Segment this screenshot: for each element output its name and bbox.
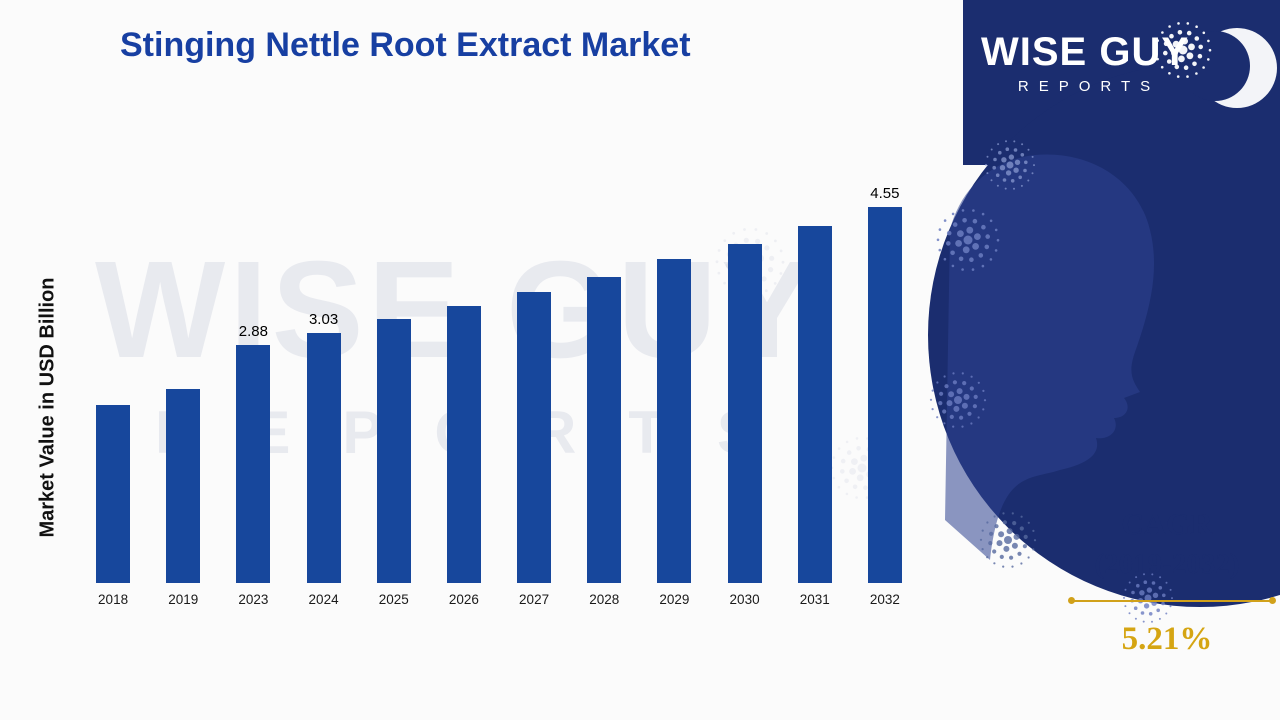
bar-slot [639,237,709,583]
x-tick-2031: 2031 [799,592,830,607]
bar-2023 [236,345,271,583]
bar-slot [429,284,499,583]
cagr-underline [1058,597,1276,605]
cagr-value: 5.21% [1121,621,1213,657]
bar-slot [78,383,148,583]
bar-slot [569,255,639,583]
x-tick-2026: 2026 [448,592,479,607]
bar-2024 [306,333,341,583]
bar-slot: 4.55 [850,185,920,583]
bar-2032 [867,207,902,583]
bar-value-label: 2.88 [238,323,268,340]
x-tick-2023: 2023 [238,592,269,607]
bar-2031 [797,226,832,583]
x-tick-2024: 2024 [308,592,339,607]
x-tick-2030: 2030 [729,592,760,607]
bar-2019 [166,389,201,583]
x-tick-2018: 2018 [98,592,129,607]
bar-slot: 2.88 [218,323,288,583]
x-axis-labels: 2018 2019 2023 2024 2025 2026 2027 2028 2029 2030… [78,592,920,607]
bar-slot [148,367,218,583]
x-tick-2028: 2028 [589,592,620,607]
cagr-underline-left-dot [1068,597,1075,604]
bar-slot [709,222,779,583]
page-title: Stinging Nettle Root Extract Market [120,26,691,64]
bar-2030 [727,244,762,583]
cagr-underline-rule [1072,600,1274,602]
bar-slot [780,204,850,583]
x-tick-2019: 2019 [168,592,199,607]
bar-slot: 3.03 [288,311,358,583]
logo-wiseguy-text: WISE GUY [980,30,1190,74]
y-axis-label: Market Value in USD Billion [36,277,59,538]
bar-2029 [657,259,692,583]
logo-reports-text: REPORTS [1017,78,1161,95]
bar-slot [359,297,429,583]
bar-2018 [96,405,131,583]
x-tick-2025: 2025 [378,592,409,607]
bar-slot [499,270,569,583]
bar-value-label: 3.03 [308,311,339,328]
bar-2028 [587,277,622,583]
bar-2025 [376,319,411,583]
x-tick-2027: 2027 [519,592,550,607]
bar-2026 [446,306,481,583]
cagr-label: CAGR [1121,506,1213,541]
face-profile-icon [945,154,1155,560]
cagr-underline-right-dot [1269,597,1276,604]
cagr-range: (2019-2032) [1094,548,1240,580]
logo-face-icon [1180,28,1277,108]
x-tick-2029: 2029 [659,592,690,607]
brand-logo: WISE GUY REPORTS [980,30,1190,95]
cagr-block: CAGR (2019-2032) 5.21% [1058,506,1276,658]
bar-value-label: 4.55 [870,185,900,202]
bar-chart: 2.88 3.03 4.55 2018 2019 2023 2024 2025 2026 202… [78,170,920,607]
bar-2027 [517,292,552,583]
x-tick-2032: 2032 [869,592,900,607]
bars-container: 2.88 3.03 4.55 [78,170,920,583]
